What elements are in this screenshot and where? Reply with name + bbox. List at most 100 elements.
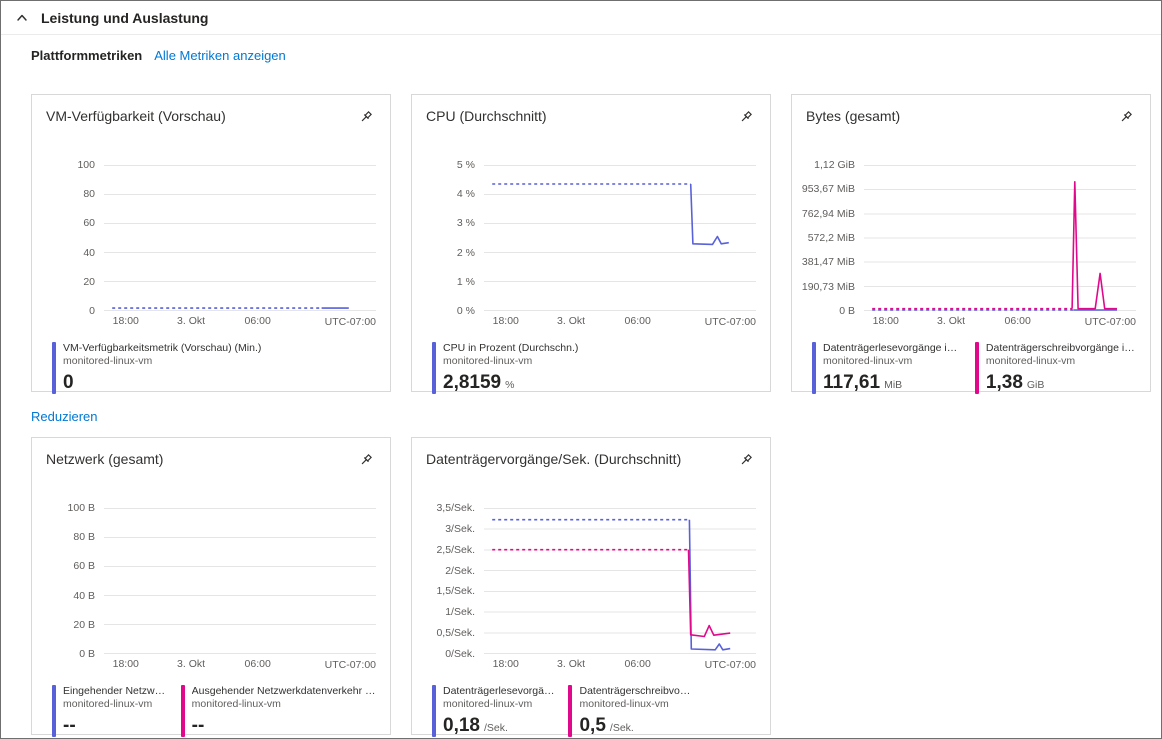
x-axis: 18:00 3. Okt 06:00 UTC-07:00 <box>864 315 1136 330</box>
y-axis-tick-label: 5 % <box>456 159 475 171</box>
legend-value: 0 <box>63 372 74 393</box>
x-axis-tick-label: 3. Okt <box>557 315 586 327</box>
legend-row: Eingehender Netzwerk…monitored-linux-vm-… <box>52 685 376 737</box>
legend-color-bar <box>432 685 436 737</box>
chart-plot <box>104 508 376 654</box>
legend-color-bar <box>812 342 816 394</box>
pin-icon[interactable] <box>737 109 754 131</box>
metric-card: Datenträgervorgänge/Sek. (Durchschnitt) … <box>411 437 771 737</box>
legend-value-row: 1,38 GiB <box>986 372 1136 394</box>
x-axis-tick-label: 06:00 <box>244 315 271 327</box>
legend-text: Datenträgerlesevorgä… monitored-linux-vm 0… <box>443 685 554 737</box>
x-axis-tick-label: 18:00 <box>112 315 139 327</box>
x-axis: 18:00 3. Okt 06:00 UTC-07:00 <box>484 315 756 330</box>
y-axis-tick-label: 2/Sek. <box>445 564 475 577</box>
chart-plot <box>864 165 1136 311</box>
metric-card: CPU (Durchschnitt) 5 % 4 % 3 % 2 % 1 % 0 % 18… <box>411 94 771 394</box>
y-axis-tick-label: 3 % <box>456 217 475 230</box>
legend-text: Ausgehender Netzwerkdatenverkehr gesa…mo… <box>192 685 376 737</box>
timezone-label: UTC-07:00 <box>324 659 376 671</box>
metric-cards-row-1: VM-Verfügbarkeit (Vorschau) 100 80 60 40 20 0… <box>1 94 1161 394</box>
chart-area: 100 B 80 B 60 B 40 B 20 B 0 B <box>46 502 376 660</box>
legend-item[interactable]: Ausgehender Netzwerkdatenverkehr gesa…mo… <box>180 685 376 737</box>
collapse-chevron-icon[interactable] <box>13 9 31 27</box>
legend-value: 2,8159 <box>443 372 502 393</box>
plot-wrap <box>864 165 1136 311</box>
y-axis-tick-label: 4 % <box>456 188 475 201</box>
pin-icon[interactable] <box>357 109 374 131</box>
legend-value-row: -- <box>63 715 167 737</box>
legend-color-bar <box>568 685 573 737</box>
legend-resource-name: monitored-linux-vm <box>63 355 153 367</box>
legend-value: 117,61 <box>823 372 881 393</box>
y-axis: 100 B 80 B 60 B 40 B 20 B 0 B <box>46 502 104 660</box>
section-title: Leistung und Auslastung <box>41 10 209 26</box>
legend-row: VM-Verfügbarkeitsmetrik (Vorschau) (Min.… <box>52 342 376 394</box>
legend-text: Datenträgerlesevorgänge in Byte …monitor… <box>823 342 961 394</box>
legend-item[interactable]: Datenträgerlesevorgänge in Byte …monitor… <box>812 342 961 394</box>
x-axis-tick-label: 06:00 <box>624 315 651 327</box>
legend-value: 0,5 <box>579 715 606 736</box>
x-axis-tick-label: 18:00 <box>872 315 899 327</box>
y-axis-tick-label: 60 B <box>73 560 95 573</box>
x-axis-tick-label: 3. Okt <box>557 658 586 670</box>
reduce-link[interactable]: Reduzieren <box>31 409 98 424</box>
legend-row: Datenträgerlesevorgä… monitored-linux-vm 0… <box>432 685 756 737</box>
y-axis: 100 80 60 40 20 0 <box>46 159 104 317</box>
legend-metric-name: Ausgehender Netzwerkdatenverkehr gesa… <box>191 685 376 697</box>
legend-metric-name: Datenträgerlesevorgänge in Byte … <box>823 342 961 354</box>
y-axis-tick-label: 1 % <box>456 275 475 288</box>
y-axis-tick-label: 0 <box>89 305 95 317</box>
legend-metric-name: Eingehender Netzwerk… <box>63 685 167 697</box>
legend-color-bar <box>974 342 979 394</box>
legend-item[interactable]: VM-Verfügbarkeitsmetrik (Vorschau) (Min.… <box>52 342 261 394</box>
legend-resource-name: monitored-linux-vm <box>443 355 533 367</box>
legend-item[interactable]: Datenträgerlesevorgä… monitored-linux-vm 0… <box>432 685 554 737</box>
y-axis-tick-label: 20 <box>83 275 95 288</box>
legend-item[interactable]: CPU in Prozent (Durchschn.) monitored-lin… <box>432 342 578 394</box>
legend-item[interactable]: Datenträgerschreibvo… monitored-linux-vm 0… <box>568 685 690 737</box>
legend-unit: MiB <box>884 379 903 391</box>
timezone-label: UTC-07:00 <box>1084 316 1136 328</box>
chart-plot <box>104 165 376 311</box>
pin-icon[interactable] <box>1117 109 1134 131</box>
x-axis-tick-label: 3. Okt <box>937 315 966 327</box>
card-title: Bytes (gesamt) <box>806 108 901 124</box>
legend-unit: GiB <box>1026 379 1045 391</box>
y-axis-tick-label: 40 <box>83 246 95 259</box>
legend-color-bar <box>52 685 56 737</box>
y-axis-tick-label: 60 <box>83 217 95 230</box>
legend-text: Eingehender Netzwerk…monitored-linux-vm -… <box>63 685 167 737</box>
chart-area: 3,5/Sek. 3/Sek. 2,5/Sek. 2/Sek. 1,5/Sek. 1/Se… <box>426 502 756 660</box>
timezone-label: UTC-07:00 <box>704 316 756 328</box>
y-axis: 5 % 4 % 3 % 2 % 1 % 0 % <box>426 159 484 317</box>
legend-resource-name: monitored-linux-vm <box>443 698 533 710</box>
legend-color-bar <box>52 342 56 394</box>
legend-resource-name: monitored-linux-vm <box>823 355 913 367</box>
pin-icon[interactable] <box>737 452 754 474</box>
legend-unit: /Sek. <box>609 722 634 734</box>
legend-item[interactable]: Datenträgerschreibvorgänge in Byte …moni… <box>974 342 1136 394</box>
legend-resource-name: monitored-linux-vm <box>985 355 1076 367</box>
legend-value: -- <box>63 715 76 736</box>
y-axis-tick-label: 40 B <box>73 589 95 602</box>
legend-metric-name: Datenträgerschreibvo… <box>579 685 691 697</box>
y-axis-tick-label: 3/Sek. <box>445 522 475 535</box>
plot-wrap <box>104 508 376 654</box>
legend-unit: % <box>505 379 515 391</box>
legend-text: Datenträgerschreibvorgänge in Byte …moni… <box>986 342 1136 394</box>
legend-unit: /Sek. <box>483 722 508 734</box>
y-axis-tick-label: 190,73 MiB <box>801 280 855 293</box>
x-axis-tick-label: 18:00 <box>112 658 139 670</box>
y-axis-tick-label: 0,5/Sek. <box>436 627 475 640</box>
metric-card: Netzwerk (gesamt) 100 B 80 B 60 B 40 B 20 B 0… <box>31 437 391 737</box>
legend-metric-name: Datenträgerlesevorgä… <box>443 685 555 697</box>
x-axis-tick-label: 18:00 <box>492 658 519 670</box>
legend-color-bar <box>432 342 436 394</box>
show-all-metrics-link[interactable]: Alle Metriken anzeigen <box>154 48 286 63</box>
x-axis: 18:00 3. Okt 06:00 UTC-07:00 <box>104 658 376 673</box>
legend-metric-name: CPU in Prozent (Durchschn.) <box>443 342 579 354</box>
legend-value-row: -- <box>192 715 376 737</box>
pin-icon[interactable] <box>357 452 374 474</box>
legend-item[interactable]: Eingehender Netzwerk…monitored-linux-vm -… <box>52 685 167 737</box>
